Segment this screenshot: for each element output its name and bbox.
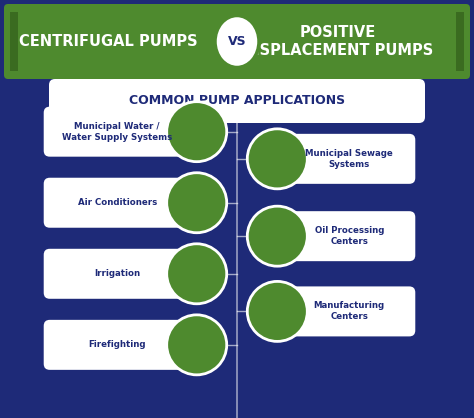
Text: Municipal Water /
Water Supply Systems: Municipal Water / Water Supply Systems xyxy=(62,122,173,142)
Circle shape xyxy=(247,281,307,342)
Text: Firefighting: Firefighting xyxy=(89,340,146,349)
FancyBboxPatch shape xyxy=(10,12,18,71)
Circle shape xyxy=(247,129,307,189)
Circle shape xyxy=(167,102,227,162)
FancyBboxPatch shape xyxy=(44,320,211,370)
Circle shape xyxy=(247,206,307,266)
Text: POSITIVE
DISPLACEMENT PUMPS: POSITIVE DISPLACEMENT PUMPS xyxy=(242,25,433,58)
FancyBboxPatch shape xyxy=(44,107,211,157)
Text: VS: VS xyxy=(228,35,246,48)
Text: Oil Processing
Centers: Oil Processing Centers xyxy=(315,226,384,246)
FancyBboxPatch shape xyxy=(44,249,211,299)
Text: Municipal Sewage
Systems: Municipal Sewage Systems xyxy=(305,149,393,169)
FancyBboxPatch shape xyxy=(44,178,211,228)
Circle shape xyxy=(167,315,227,375)
Text: CENTRIFUGAL PUMPS: CENTRIFUGAL PUMPS xyxy=(19,34,198,49)
Circle shape xyxy=(167,173,227,233)
Circle shape xyxy=(167,244,227,304)
FancyBboxPatch shape xyxy=(49,79,425,123)
Text: COMMON PUMP APPLICATIONS: COMMON PUMP APPLICATIONS xyxy=(129,94,345,107)
FancyBboxPatch shape xyxy=(263,134,415,184)
FancyBboxPatch shape xyxy=(4,4,470,79)
Ellipse shape xyxy=(215,15,259,67)
FancyBboxPatch shape xyxy=(263,211,415,261)
Text: Air Conditioners: Air Conditioners xyxy=(78,198,157,207)
FancyBboxPatch shape xyxy=(456,12,464,71)
Text: Manufacturing
Centers: Manufacturing Centers xyxy=(314,301,385,321)
FancyBboxPatch shape xyxy=(263,286,415,336)
Text: Irrigation: Irrigation xyxy=(94,269,140,278)
